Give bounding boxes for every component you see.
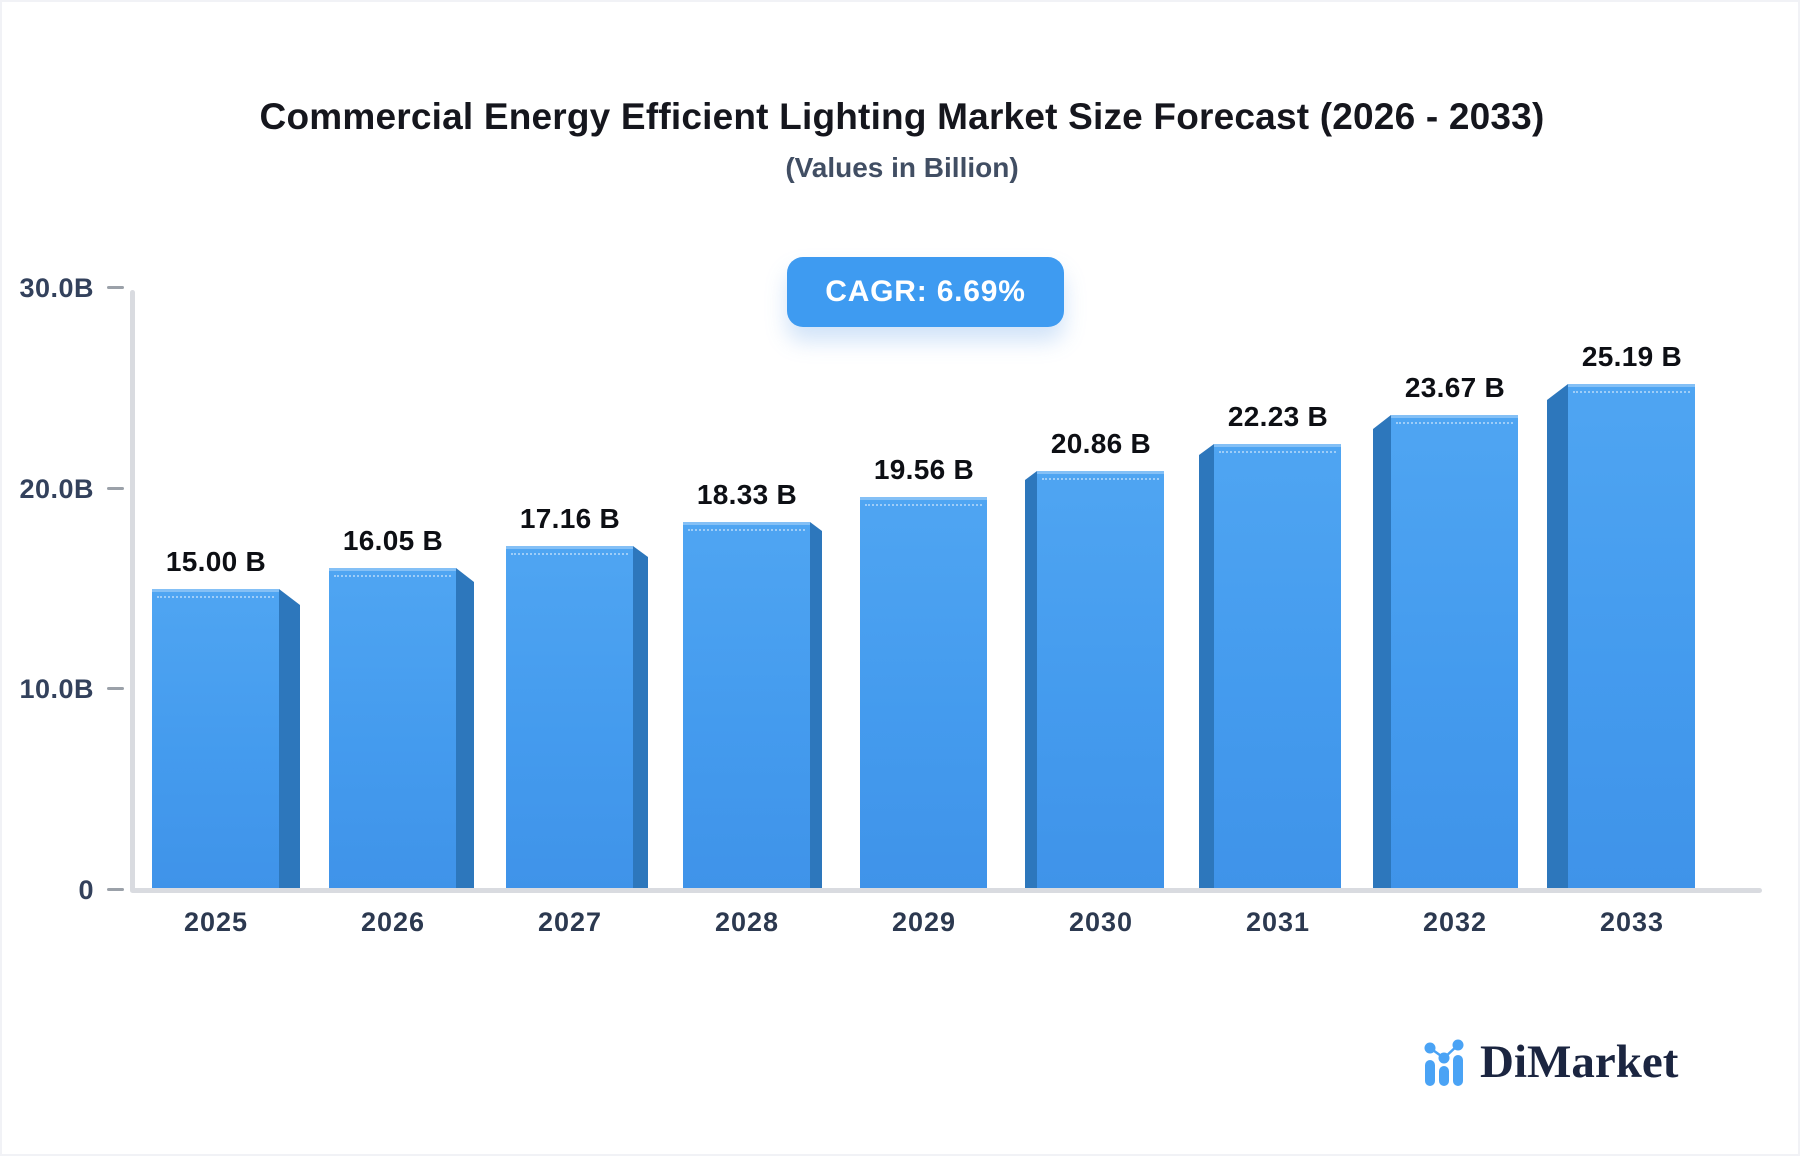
bar-2031: [1214, 444, 1341, 890]
bar-2029: [860, 497, 987, 890]
x-axis-label: 2026: [360, 907, 426, 937]
bar-2033: [1568, 384, 1695, 890]
bar-side-panel: [1199, 444, 1214, 890]
bar-side-panel: [279, 589, 300, 890]
bar-2026: [329, 568, 456, 890]
bar-2030: [1037, 471, 1164, 890]
bar-side-panel: [456, 568, 474, 890]
x-axis-label: 2032: [1422, 907, 1488, 937]
bar-side-panel: [633, 546, 648, 890]
x-axis-label: 2031: [1245, 907, 1311, 937]
bar-value-label: 16.05 B: [342, 525, 444, 556]
bar-2028: [683, 522, 810, 890]
x-axis-label: 2030: [1068, 907, 1134, 937]
y-axis-label: 30.0B: [19, 272, 94, 303]
chart-title: Commercial Energy Efficient Lighting Mar…: [259, 96, 1545, 137]
bar-value-label: 15.00 B: [165, 546, 267, 577]
bar-2027: [506, 546, 633, 890]
bar-side-panel: [1547, 384, 1568, 890]
y-axis-label: 20.0B: [19, 473, 94, 504]
y-axis-line: [130, 290, 135, 892]
bar-chart-logo-icon: [1422, 1038, 1468, 1086]
bar-value-label: 23.67 B: [1404, 372, 1506, 403]
y-axis-tick: [107, 888, 124, 891]
cagr-badge-label: CAGR: 6.69%: [825, 275, 1026, 308]
brand-name: DiMarket: [1480, 1036, 1679, 1088]
x-axis-label: 2028: [714, 907, 780, 937]
bar-value-label: 22.23 B: [1227, 401, 1329, 432]
y-axis-tick: [107, 687, 124, 691]
x-axis-line: [130, 888, 1762, 893]
chart-subtitle: (Values in Billion): [785, 152, 1019, 183]
brand-logo: DiMarket: [1422, 1036, 1678, 1088]
y-axis-tick: [107, 486, 124, 490]
cagr-badge: CAGR: 6.69%: [787, 257, 1064, 327]
bar-value-label: 25.19 B: [1581, 341, 1683, 372]
x-axis-label: 2025: [183, 907, 249, 937]
x-axis-label: 2033: [1599, 907, 1665, 937]
y-axis-tick: [107, 285, 124, 289]
bar-2032: [1391, 415, 1518, 890]
bar-value-label: 19.56 B: [873, 454, 975, 485]
x-axis-label: 2029: [891, 907, 957, 937]
bar-2025: [152, 589, 279, 890]
bar-side-panel: [810, 522, 822, 890]
bar-value-label: 20.86 B: [1050, 428, 1152, 459]
bar-side-panel: [1025, 471, 1037, 890]
y-axis-label: 10.0B: [19, 674, 94, 705]
x-axis-label: 2027: [537, 907, 603, 937]
bar-side-panel: [1373, 415, 1391, 890]
bar-value-label: 17.16 B: [519, 503, 621, 534]
bar-value-label: 18.33 B: [696, 479, 798, 510]
y-axis-label: 0: [78, 875, 94, 905]
